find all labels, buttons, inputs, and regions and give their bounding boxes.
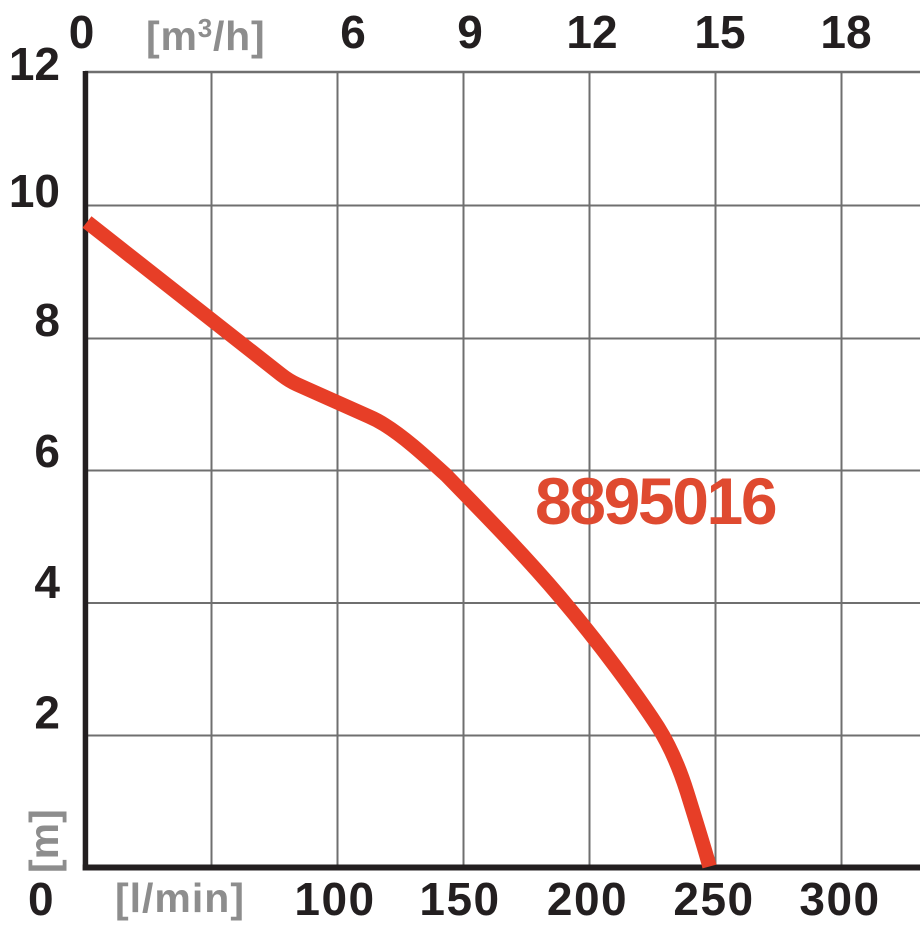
svg-text:8895016: 8895016 bbox=[535, 464, 776, 538]
svg-text:250: 250 bbox=[673, 873, 754, 925]
svg-text:300: 300 bbox=[799, 873, 880, 925]
svg-text:0: 0 bbox=[69, 6, 95, 58]
svg-text:100: 100 bbox=[294, 873, 375, 925]
svg-text:18: 18 bbox=[820, 6, 871, 58]
svg-text:12: 12 bbox=[9, 38, 60, 90]
svg-text:150: 150 bbox=[419, 873, 500, 925]
svg-text:[l/min]: [l/min] bbox=[115, 875, 245, 921]
svg-text:2: 2 bbox=[34, 687, 60, 739]
svg-text:6: 6 bbox=[340, 6, 366, 58]
svg-text:8: 8 bbox=[34, 294, 60, 346]
svg-text:4: 4 bbox=[34, 556, 60, 608]
svg-text:[m]: [m] bbox=[21, 809, 67, 873]
svg-text:0: 0 bbox=[28, 873, 55, 925]
svg-text:9: 9 bbox=[457, 6, 483, 58]
svg-text:200: 200 bbox=[547, 873, 628, 925]
svg-text:10: 10 bbox=[9, 165, 60, 217]
svg-text:12: 12 bbox=[566, 6, 617, 58]
svg-text:6: 6 bbox=[34, 425, 60, 477]
svg-text:15: 15 bbox=[694, 6, 745, 58]
